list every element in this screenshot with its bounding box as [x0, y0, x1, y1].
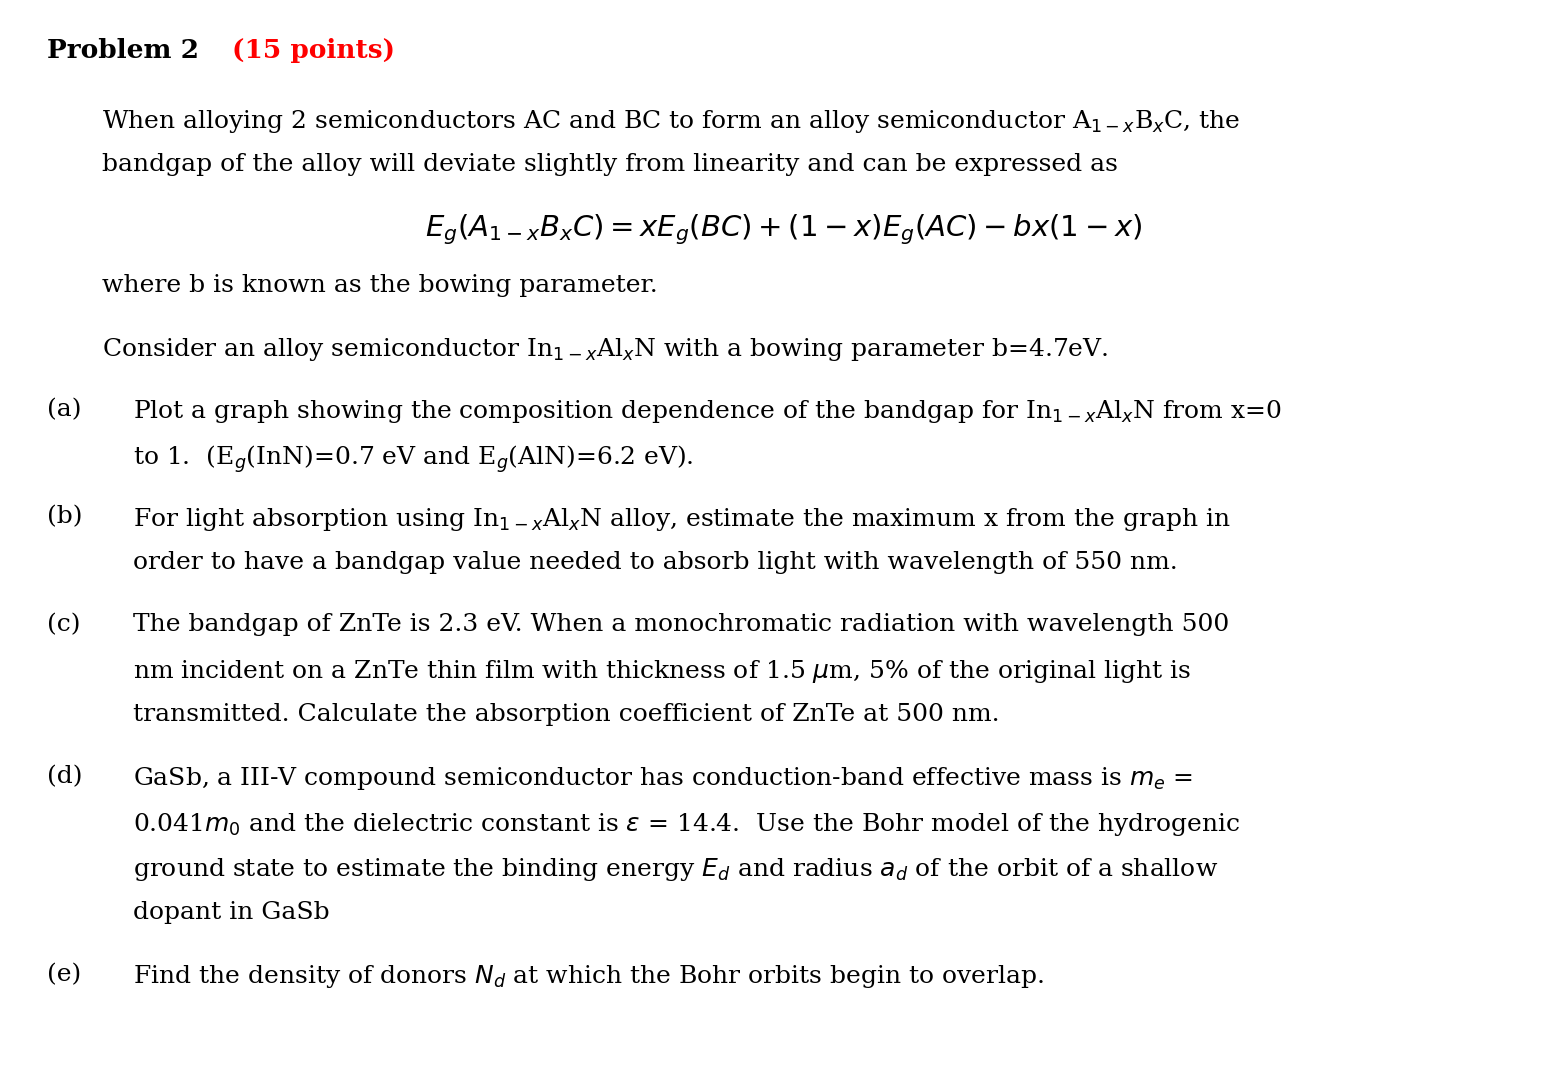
Text: $E_g(A_{1-x}B_xC) = xE_g(BC) + (1 - x)E_g(AC) - bx(1 - x)$: $E_g(A_{1-x}B_xC) = xE_g(BC) + (1 - x)E_… — [425, 212, 1143, 247]
Text: (e): (e) — [47, 964, 89, 986]
Text: nm incident on a ZnTe thin film with thickness of 1.5 $\mu$m, 5% of the original: nm incident on a ZnTe thin film with thi… — [133, 658, 1192, 686]
Text: ground state to estimate the binding energy $E_d$ and radius $a_d$ of the orbit : ground state to estimate the binding ene… — [133, 856, 1218, 883]
Text: Find the density of donors $N_d$ at which the Bohr orbits begin to overlap.: Find the density of donors $N_d$ at whic… — [133, 964, 1044, 991]
Text: order to have a bandgap value needed to absorb light with wavelength of 550 nm.: order to have a bandgap value needed to … — [133, 551, 1178, 573]
Text: (c): (c) — [47, 613, 88, 636]
Text: 0.041$m_0$ and the dielectric constant is $\varepsilon$ = 14.4.  Use the Bohr mo: 0.041$m_0$ and the dielectric constant i… — [133, 811, 1240, 838]
Text: dopant in GaSb: dopant in GaSb — [133, 901, 329, 924]
Text: The bandgap of ZnTe is 2.3 eV. When a monochromatic radiation with wavelength 50: The bandgap of ZnTe is 2.3 eV. When a mo… — [133, 613, 1229, 636]
Text: (b): (b) — [47, 506, 91, 528]
Text: to 1.  (E$_g$(InN)=0.7 eV and E$_g$(AlN)=6.2 eV).: to 1. (E$_g$(InN)=0.7 eV and E$_g$(AlN)=… — [133, 444, 695, 475]
Text: (a): (a) — [47, 399, 89, 421]
Text: For light absorption using In$_{1-x}$Al$_x$N alloy, estimate the maximum x from : For light absorption using In$_{1-x}$Al$… — [133, 506, 1231, 533]
Text: Consider an alloy semiconductor In$_{1-x}$Al$_x$N with a bowing parameter b=4.7e: Consider an alloy semiconductor In$_{1-x… — [102, 336, 1109, 363]
Text: Problem 2: Problem 2 — [47, 38, 209, 63]
Text: (15 points): (15 points) — [232, 38, 395, 63]
Text: (d): (d) — [47, 765, 91, 788]
Text: When alloying 2 semiconductors AC and BC to form an alloy semiconductor A$_{1-x}: When alloying 2 semiconductors AC and BC… — [102, 108, 1240, 135]
Text: where b is known as the bowing parameter.: where b is known as the bowing parameter… — [102, 275, 657, 298]
Text: bandgap of the alloy will deviate slightly from linearity and can be expressed a: bandgap of the alloy will deviate slight… — [102, 153, 1118, 176]
Text: GaSb, a III-V compound semiconductor has conduction-band effective mass is $m_e$: GaSb, a III-V compound semiconductor has… — [133, 765, 1193, 792]
Text: transmitted. Calculate the absorption coefficient of ZnTe at 500 nm.: transmitted. Calculate the absorption co… — [133, 704, 1000, 727]
Text: Plot a graph showing the composition dependence of the bandgap for In$_{1-x}$Al$: Plot a graph showing the composition dep… — [133, 399, 1281, 426]
